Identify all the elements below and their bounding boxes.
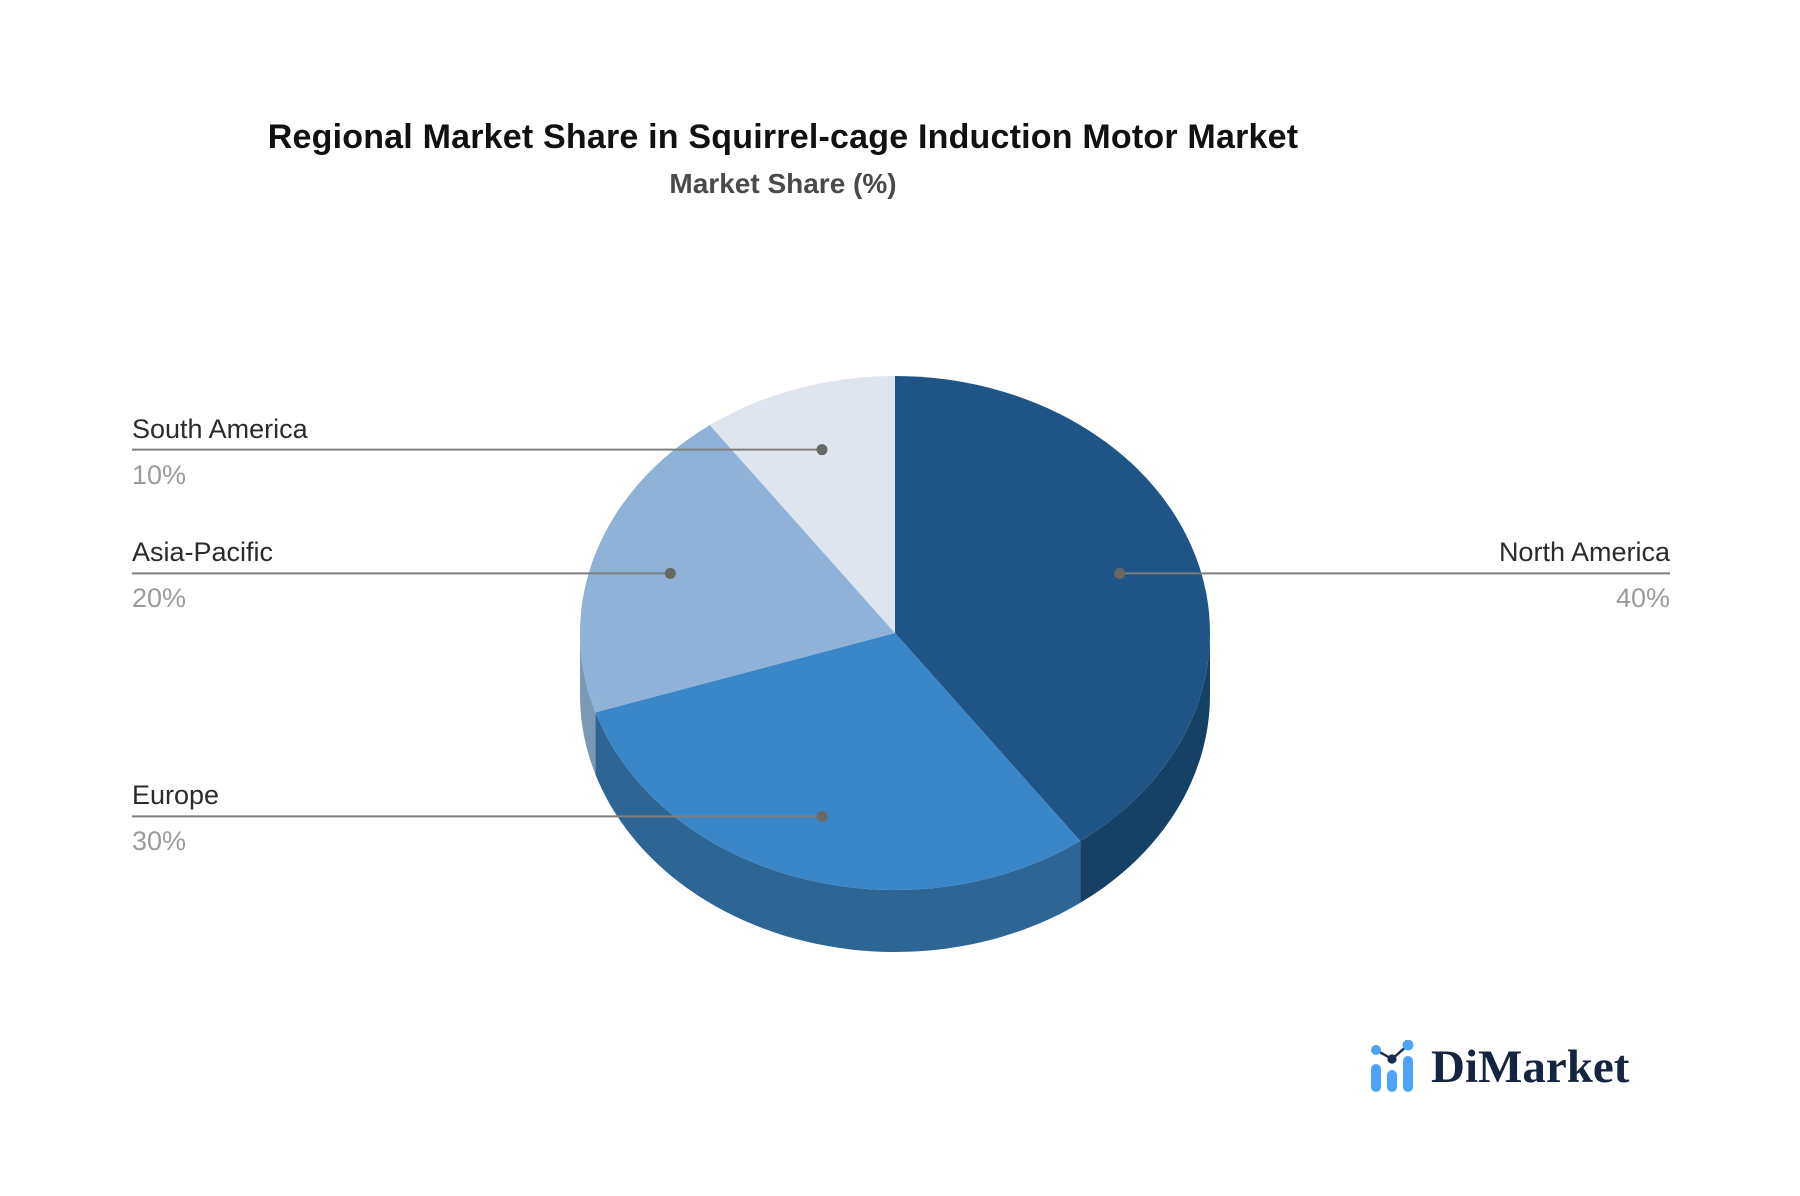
label-connector-dot-north-america	[1114, 567, 1126, 579]
chart-title: Regional Market Share in Squirrel-cage I…	[267, 118, 1299, 156]
pie-label-value-asia-pacific: 20%	[132, 583, 187, 614]
pie-slice-europe[interactable]	[595, 633, 1081, 890]
pie-slice-south-america[interactable]	[709, 376, 895, 633]
chart-subtitle: Market Share (%)	[669, 168, 897, 199]
label-connector-dot-south-america	[816, 444, 828, 456]
pie-slice-side-asia-pacific	[580, 633, 596, 775]
pie-slice-side-europe	[595, 712, 1081, 953]
label-connector-dot-asia-pacific	[664, 567, 676, 579]
pie-slice-asia-pacific[interactable]	[580, 425, 895, 713]
pie-label-value-north-america: 40%	[1615, 583, 1670, 614]
pie-label-name-asia-pacific: Asia-Pacific	[132, 537, 274, 568]
pie-slice-north-america[interactable]	[895, 376, 1211, 841]
brand-logo: DiMarket	[1367, 1040, 1629, 1094]
pie-label-value-south-america: 10%	[132, 459, 187, 490]
label-connector-dot-europe	[816, 810, 828, 822]
brand-name: DiMarket	[1431, 1040, 1630, 1093]
pie-label-name-south-america: South America	[132, 413, 308, 444]
bar-chart-logo-icon	[1371, 1040, 1414, 1092]
pie-label-name-europe: Europe	[132, 780, 220, 811]
pie-label-value-europe: 30%	[132, 826, 187, 857]
pie-label-name-north-america: North America	[1498, 537, 1670, 568]
pie-slice-side-north-america	[1080, 633, 1210, 903]
